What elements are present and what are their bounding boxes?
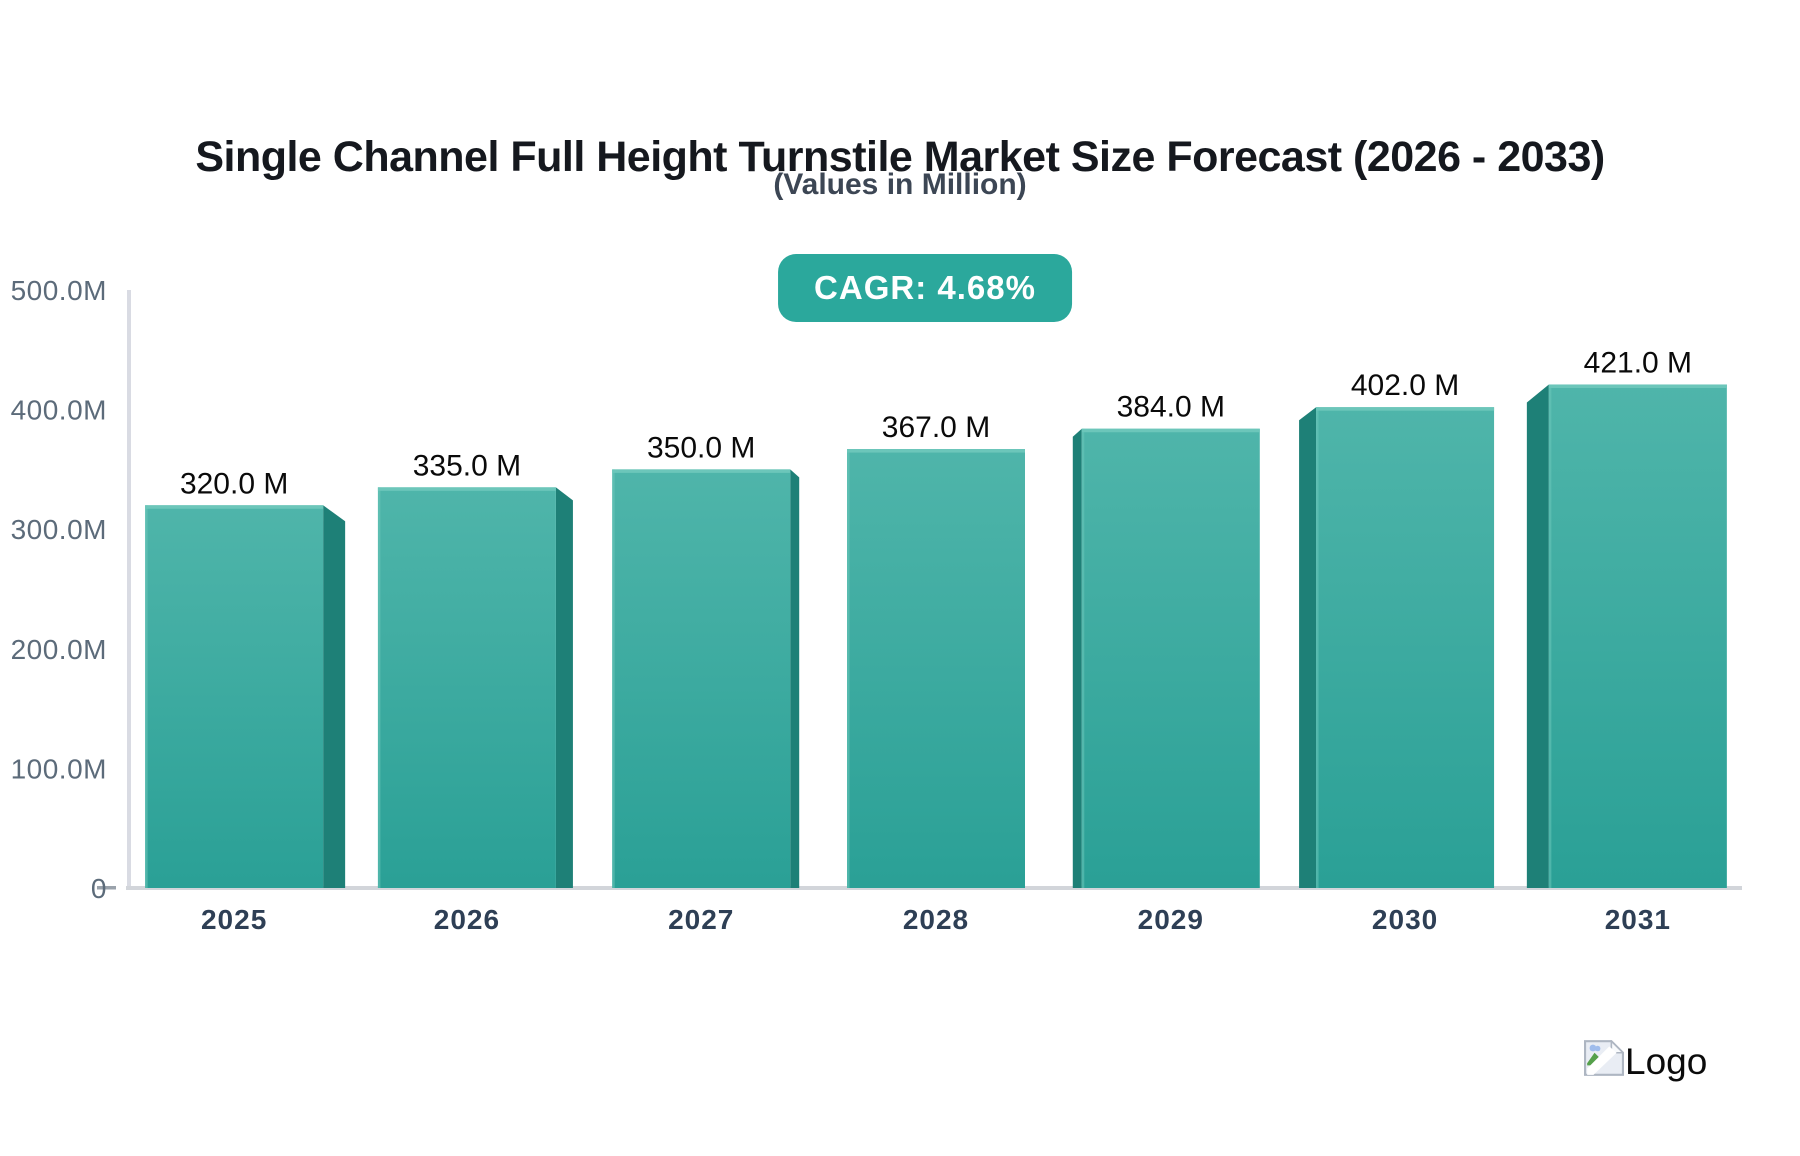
bar-left-highlight [847, 449, 850, 888]
bar[interactable] [377, 487, 556, 888]
bar[interactable] [1081, 428, 1260, 888]
bar-left-highlight [1316, 407, 1319, 888]
logo: Logo [1584, 1040, 1707, 1080]
bar-left-highlight [145, 505, 148, 888]
bar-top-highlight [847, 449, 1025, 453]
y-axis-label: 300.0M [11, 514, 107, 545]
logo-alt-text: Logo [1625, 1041, 1708, 1082]
bar[interactable] [145, 505, 324, 888]
bar-value-label: 402.0 M [1351, 369, 1459, 402]
x-axis-label: 2029 [1138, 904, 1204, 935]
bar-top-highlight [145, 505, 324, 509]
x-axis-label: 2031 [1605, 904, 1671, 935]
y-axis-label: 100.0M [11, 753, 107, 784]
bar-value-label: 421.0 M [1584, 346, 1692, 379]
y-axis-label: 200.0M [11, 634, 107, 665]
x-axis-label: 2030 [1372, 904, 1438, 935]
bar-side-face [323, 505, 346, 888]
bar-side-face [1526, 384, 1549, 888]
bar-top-highlight [377, 487, 556, 491]
bar-left-highlight [1548, 384, 1552, 888]
bar-side-face [1072, 428, 1082, 888]
broken-image-icon [1584, 1040, 1624, 1076]
y-axis-label: 500.0M [11, 275, 107, 306]
x-axis-label: 2027 [668, 904, 734, 935]
bar-value-label: 367.0 M [882, 411, 990, 444]
bar-value-label: 384.0 M [1117, 391, 1225, 424]
x-axis-label: 2028 [903, 904, 969, 935]
chart-subtitle: (Values in Million) [773, 168, 1027, 201]
bar-left-highlight [1081, 428, 1085, 888]
cagr-badge: CAGR: 4.68% [778, 254, 1072, 322]
bar[interactable] [1316, 407, 1495, 888]
cagr-label: CAGR: 4.68% [814, 269, 1036, 306]
bar-top-highlight [612, 469, 791, 473]
y-axis-line [127, 290, 131, 888]
bar-side-face [790, 469, 800, 888]
zero-tick-mark [97, 886, 116, 890]
y-axis-label: 0 [91, 873, 107, 904]
bar[interactable] [612, 469, 791, 888]
bar-value-label: 350.0 M [647, 431, 755, 464]
bar-top-highlight [1081, 428, 1260, 433]
bar-left-highlight [377, 487, 381, 888]
bar-value-label: 320.0 M [180, 467, 288, 500]
bar-value-label: 335.0 M [413, 449, 521, 482]
bar-side-face [555, 487, 573, 888]
bar-top-highlight [1548, 384, 1727, 388]
x-axis-label: 2025 [201, 904, 267, 935]
chart-title: Single Channel Full Height Turnstile Mar… [195, 132, 1605, 181]
x-axis-label: 2026 [434, 904, 500, 935]
y-axis-label: 400.0M [11, 395, 107, 426]
bar[interactable] [847, 449, 1025, 888]
bar-side-face [1299, 407, 1317, 888]
bar[interactable] [1548, 384, 1727, 888]
bar-top-highlight [1316, 407, 1495, 411]
bar-left-highlight [612, 469, 615, 888]
